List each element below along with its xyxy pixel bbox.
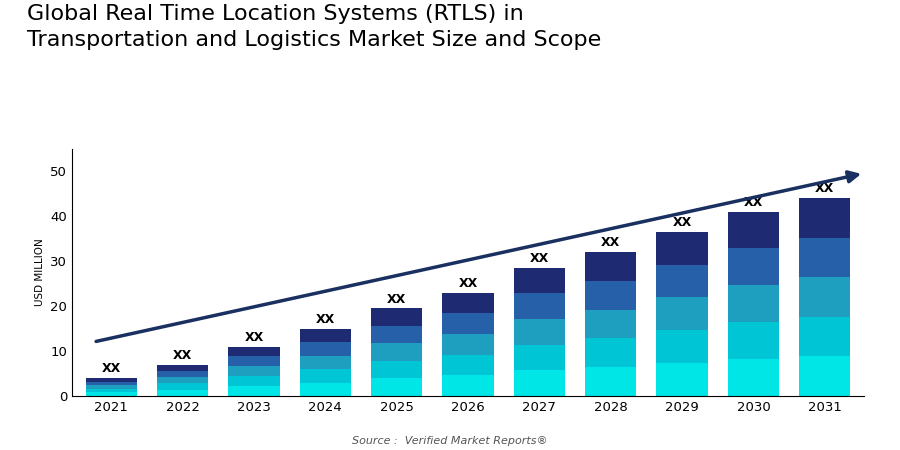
Bar <box>300 382 351 396</box>
Bar <box>371 326 422 343</box>
Text: XX: XX <box>173 349 193 362</box>
Bar <box>86 389 137 392</box>
Bar <box>371 361 422 378</box>
Bar <box>86 382 137 385</box>
Text: XX: XX <box>672 216 692 229</box>
Text: XX: XX <box>815 182 834 195</box>
Text: XX: XX <box>316 313 335 326</box>
Y-axis label: USD MILLION: USD MILLION <box>35 238 45 306</box>
Bar <box>442 292 494 313</box>
Bar <box>86 392 137 396</box>
Bar <box>442 375 494 396</box>
Bar <box>656 330 707 363</box>
Bar <box>585 367 636 396</box>
Bar <box>728 212 779 248</box>
Text: XX: XX <box>530 252 549 265</box>
Bar <box>300 342 351 356</box>
Bar <box>157 364 208 371</box>
Bar <box>514 370 565 396</box>
Bar <box>656 297 707 330</box>
Bar <box>514 268 565 293</box>
Bar <box>229 386 280 396</box>
Bar <box>585 252 636 281</box>
Text: XX: XX <box>244 331 264 344</box>
Bar <box>300 356 351 369</box>
Bar <box>799 238 850 277</box>
Text: Source :  Verified Market Reports®: Source : Verified Market Reports® <box>352 436 548 446</box>
Bar <box>157 377 208 383</box>
Text: XX: XX <box>102 362 121 375</box>
Text: Global Real Time Location Systems (RTLS) in
Transportation and Logistics Market : Global Real Time Location Systems (RTLS)… <box>27 4 601 50</box>
Bar <box>728 359 779 396</box>
Bar <box>799 317 850 356</box>
Bar <box>157 383 208 390</box>
Bar <box>656 363 707 396</box>
Bar <box>514 319 565 345</box>
Bar <box>442 334 494 355</box>
Bar <box>799 198 850 238</box>
Text: XX: XX <box>387 292 406 306</box>
Bar <box>514 293 565 319</box>
Bar <box>300 328 351 342</box>
Bar <box>442 355 494 375</box>
Bar <box>229 366 280 376</box>
Bar <box>371 378 422 396</box>
Bar <box>300 369 351 382</box>
Bar <box>585 310 636 338</box>
Bar <box>799 356 850 396</box>
Bar <box>585 338 636 367</box>
Bar <box>585 281 636 310</box>
Bar <box>86 378 137 382</box>
Bar <box>229 376 280 386</box>
Bar <box>157 371 208 377</box>
Bar <box>514 345 565 370</box>
Bar <box>728 322 779 359</box>
Bar <box>86 385 137 389</box>
Bar <box>371 343 422 361</box>
Bar <box>442 313 494 334</box>
Bar <box>728 285 779 322</box>
Bar <box>799 277 850 317</box>
Bar <box>157 390 208 396</box>
Bar <box>371 308 422 326</box>
Text: XX: XX <box>601 236 620 249</box>
Bar <box>229 356 280 366</box>
Bar <box>728 248 779 285</box>
Bar <box>656 232 707 265</box>
Text: XX: XX <box>743 196 763 209</box>
Bar <box>229 346 280 356</box>
Text: XX: XX <box>458 277 478 290</box>
Bar <box>656 265 707 297</box>
